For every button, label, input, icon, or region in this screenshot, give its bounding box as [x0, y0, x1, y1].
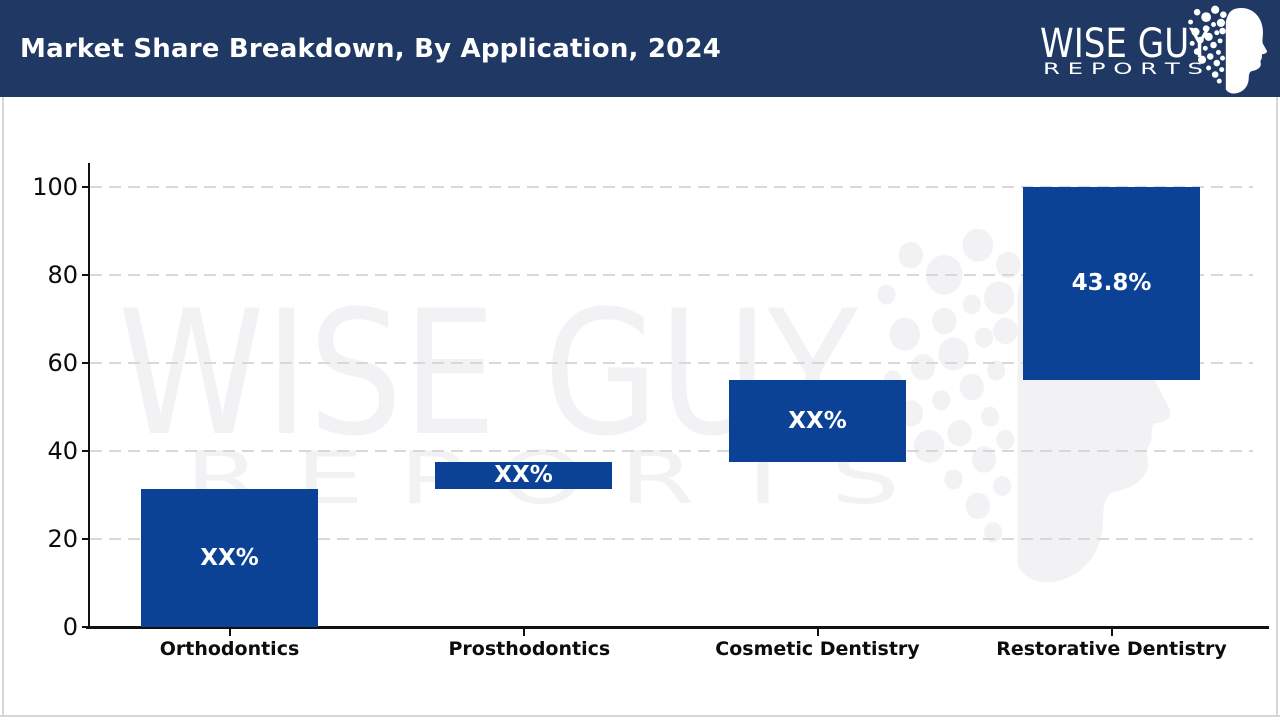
- y-tick-label-20: 20: [47, 525, 78, 553]
- logo: WISE GUY R E P O R T S: [1040, 5, 1267, 94]
- y-tick-mark-0: [82, 626, 89, 628]
- y-tick-mark-20: [82, 538, 89, 540]
- x-tick-mark-restorative-dentistry: [1110, 629, 1113, 636]
- gridline-80: [90, 274, 1253, 276]
- x-axis-label-orthodontics: Orthodontics: [159, 638, 300, 660]
- y-tick-mark-60: [82, 362, 89, 364]
- logo-wordmark: WISE GUY: [1040, 21, 1210, 67]
- x-tick-mark-prosthodontics: [522, 629, 525, 636]
- x-axis-label-prosthodontics: Prosthodontics: [448, 638, 611, 660]
- y-tick-mark-40: [82, 450, 89, 452]
- y-tick-mark-100: [82, 186, 89, 188]
- x-axis-label-restorative-dentistry: Restorative Dentistry: [996, 638, 1227, 660]
- gridline-100: [90, 186, 1253, 188]
- bar-value-label-prosthodontics: XX%: [494, 462, 553, 489]
- y-tick-label-80: 80: [47, 261, 78, 289]
- y-tick-label-100: 100: [32, 173, 78, 201]
- logo-reports: R E P O R T S: [1043, 59, 1203, 78]
- gridline-40: [90, 450, 1253, 452]
- bar-value-label-restorative-dentistry: 43.8%: [1071, 270, 1152, 297]
- gridline-20: [90, 538, 1253, 540]
- y-tick-mark-80: [82, 274, 89, 276]
- x-tick-mark-orthodontics: [228, 629, 231, 636]
- bar-orthodontics: XX%: [141, 488, 318, 627]
- gridline-60: [90, 362, 1253, 364]
- bar-prosthodontics: XX%: [435, 461, 612, 489]
- bar-value-label-cosmetic-dentistry: XX%: [788, 407, 847, 434]
- y-tick-label-60: 60: [47, 349, 78, 377]
- y-tick-label-40: 40: [47, 437, 78, 465]
- x-axis-spine: [86, 626, 1269, 629]
- y-tick-label-0: 0: [62, 613, 78, 641]
- y-axis-spine: [88, 163, 90, 628]
- border-bottom: [0, 715, 1280, 717]
- bar-restorative-dentistry: 43.8%: [1023, 187, 1200, 380]
- header: Market Share Breakdown, By Application, …: [0, 0, 1280, 97]
- page-title: Market Share Breakdown, By Application, …: [20, 33, 722, 64]
- bar-cosmetic-dentistry: XX%: [729, 379, 906, 462]
- border-right: [1276, 97, 1278, 717]
- x-axis-label-cosmetic-dentistry: Cosmetic Dentistry: [715, 638, 920, 660]
- border-left: [2, 97, 4, 717]
- bar-value-label-orthodontics: XX%: [200, 544, 259, 571]
- x-tick-mark-cosmetic-dentistry: [816, 629, 819, 636]
